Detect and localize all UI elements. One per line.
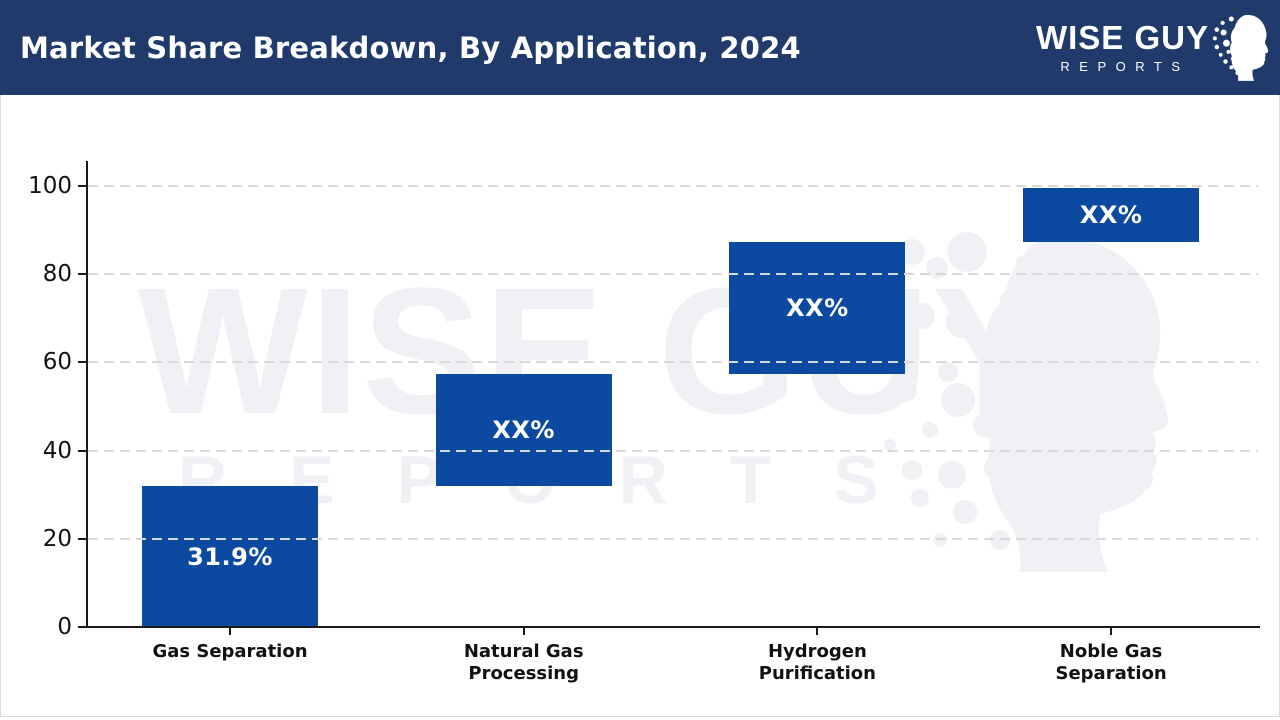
brand-tagline: REPORTS — [1060, 59, 1190, 74]
bar-value-label: 31.9% — [187, 542, 273, 571]
x-axis-tick — [522, 628, 525, 635]
y-axis-line — [86, 161, 88, 628]
x-axis-tick — [1110, 628, 1113, 635]
bar-segment — [729, 241, 906, 374]
x-axis-tick — [816, 628, 819, 635]
x-axis-category-label: Gas Separation — [152, 641, 308, 662]
brand-logo-text: WISE GUY REPORTS — [1036, 21, 1209, 74]
gridline — [88, 537, 1258, 540]
x-axis-category-label: Natural Gas Processing — [463, 641, 584, 684]
y-axis-tick-label: 0 — [57, 614, 72, 640]
y-axis-tick-label: 20 — [42, 525, 72, 552]
brand-name: WISE GUY — [1035, 19, 1209, 56]
gridline — [88, 185, 1258, 187]
header-bar: Market Share Breakdown, By Application, … — [0, 0, 1280, 95]
y-axis-tick — [78, 273, 86, 276]
brand-logo: WISE GUY REPORTS — [1036, 10, 1270, 86]
figure-border-bottom — [0, 716, 1280, 717]
bar-segment — [435, 373, 612, 487]
brand-head-icon — [1212, 14, 1269, 81]
gridline — [88, 449, 1258, 452]
y-axis-tick — [78, 361, 86, 364]
figure-border-left — [0, 95, 1, 717]
bar-segment — [1023, 187, 1200, 242]
y-axis-tick-label: 80 — [42, 261, 72, 288]
y-axis-tick-label: 60 — [42, 349, 72, 376]
y-axis-tick-label: 40 — [42, 437, 72, 464]
gridline — [88, 273, 1258, 276]
y-axis-tick — [78, 626, 86, 628]
y-axis-tick — [78, 185, 86, 187]
x-axis-category-label: Noble Gas Separation — [1055, 641, 1167, 684]
y-axis-tick — [78, 537, 86, 540]
bar-segment — [142, 486, 318, 627]
x-axis-category-label: Hydrogen Purification — [758, 641, 876, 684]
bar-value-label: XX% — [786, 293, 849, 322]
bar-value-label: XX% — [1079, 200, 1143, 229]
bar-value-label: XX% — [492, 416, 555, 445]
watermark-head-icon — [884, 232, 1169, 572]
page-title: Market Share Breakdown, By Application, … — [20, 30, 801, 65]
y-axis-tick-label: 100 — [28, 173, 72, 199]
x-axis-tick — [229, 628, 231, 635]
gridline — [88, 361, 1258, 364]
y-axis-tick — [78, 449, 86, 452]
x-axis-line — [86, 626, 1260, 628]
